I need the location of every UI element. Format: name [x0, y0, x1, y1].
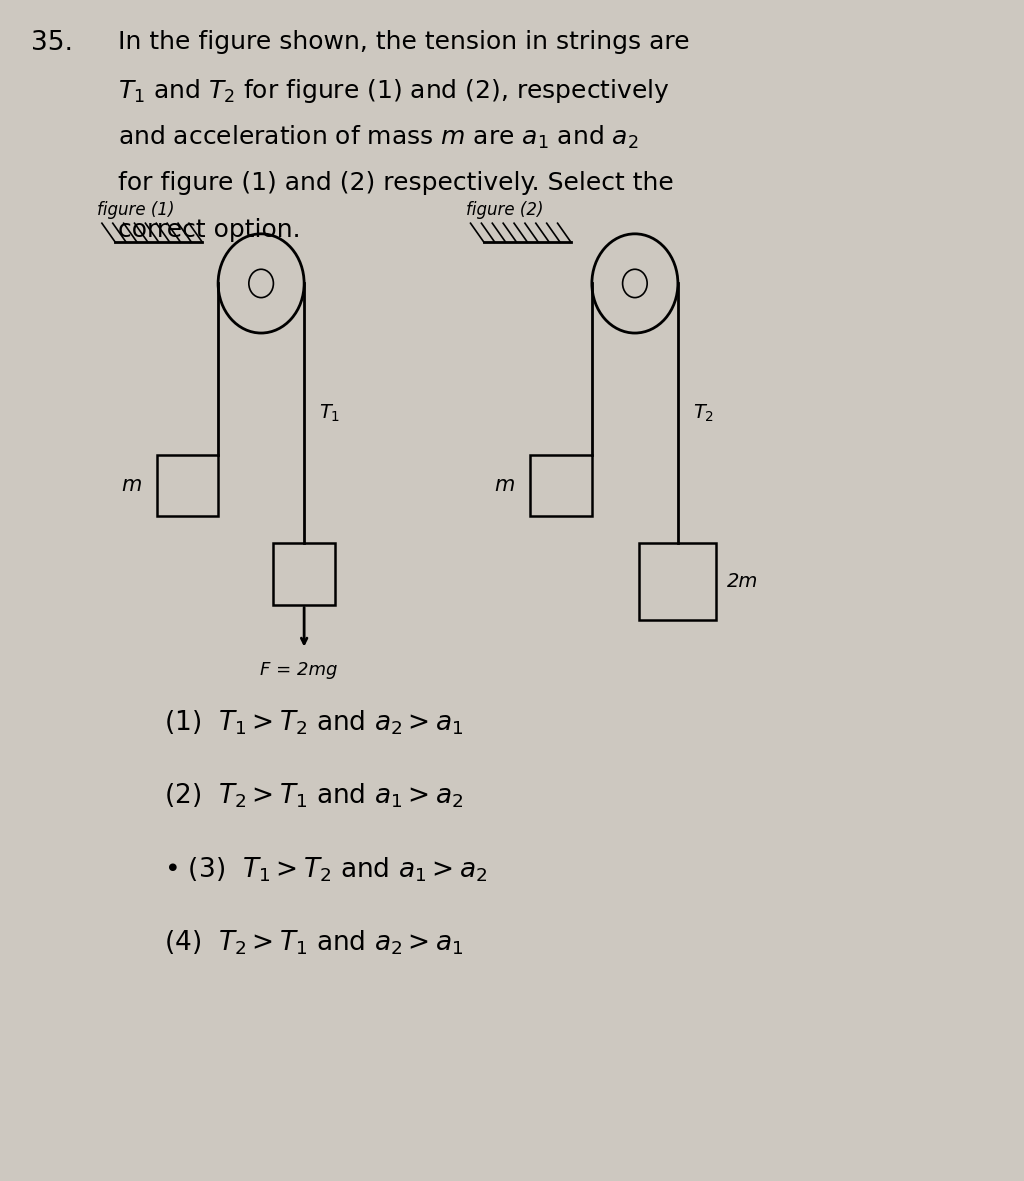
Text: $T_2$: $T_2$ [693, 403, 715, 424]
Bar [639, 543, 717, 620]
Text: 35.: 35. [31, 30, 73, 56]
Text: F = 2mg: F = 2mg [260, 661, 338, 679]
Text: • (3)  $T_1 > T_2$ and $a_1 > a_2$: • (3) $T_1 > T_2$ and $a_1 > a_2$ [164, 855, 487, 883]
Text: m: m [495, 476, 515, 495]
Text: (4)  $T_2 > T_1$ and $a_2 > a_1$: (4) $T_2 > T_1$ and $a_2 > a_1$ [164, 928, 463, 957]
Text: figure (2): figure (2) [466, 201, 544, 218]
Text: $T_1$ and $T_2$ for figure (1) and (2), respectively: $T_1$ and $T_2$ for figure (1) and (2), … [118, 77, 670, 105]
Bar [530, 455, 592, 516]
Text: correct option.: correct option. [118, 218, 300, 242]
Text: figure (1): figure (1) [97, 201, 175, 218]
Bar [273, 543, 335, 605]
Text: for figure (1) and (2) respectively. Select the: for figure (1) and (2) respectively. Sel… [118, 171, 674, 195]
Text: In the figure shown, the tension in strings are: In the figure shown, the tension in stri… [118, 30, 689, 53]
Text: $T_1$: $T_1$ [319, 403, 341, 424]
Bar [157, 455, 218, 516]
Text: (1)  $T_1 > T_2$ and $a_2 > a_1$: (1) $T_1 > T_2$ and $a_2 > a_1$ [164, 709, 463, 737]
Text: m: m [121, 476, 141, 495]
Text: (2)  $T_2 > T_1$ and $a_1 > a_2$: (2) $T_2 > T_1$ and $a_1 > a_2$ [164, 782, 463, 810]
Text: and acceleration of mass $m$ are $a_1$ and $a_2$: and acceleration of mass $m$ are $a_1$ a… [118, 124, 638, 151]
Text: 2m: 2m [727, 572, 758, 592]
